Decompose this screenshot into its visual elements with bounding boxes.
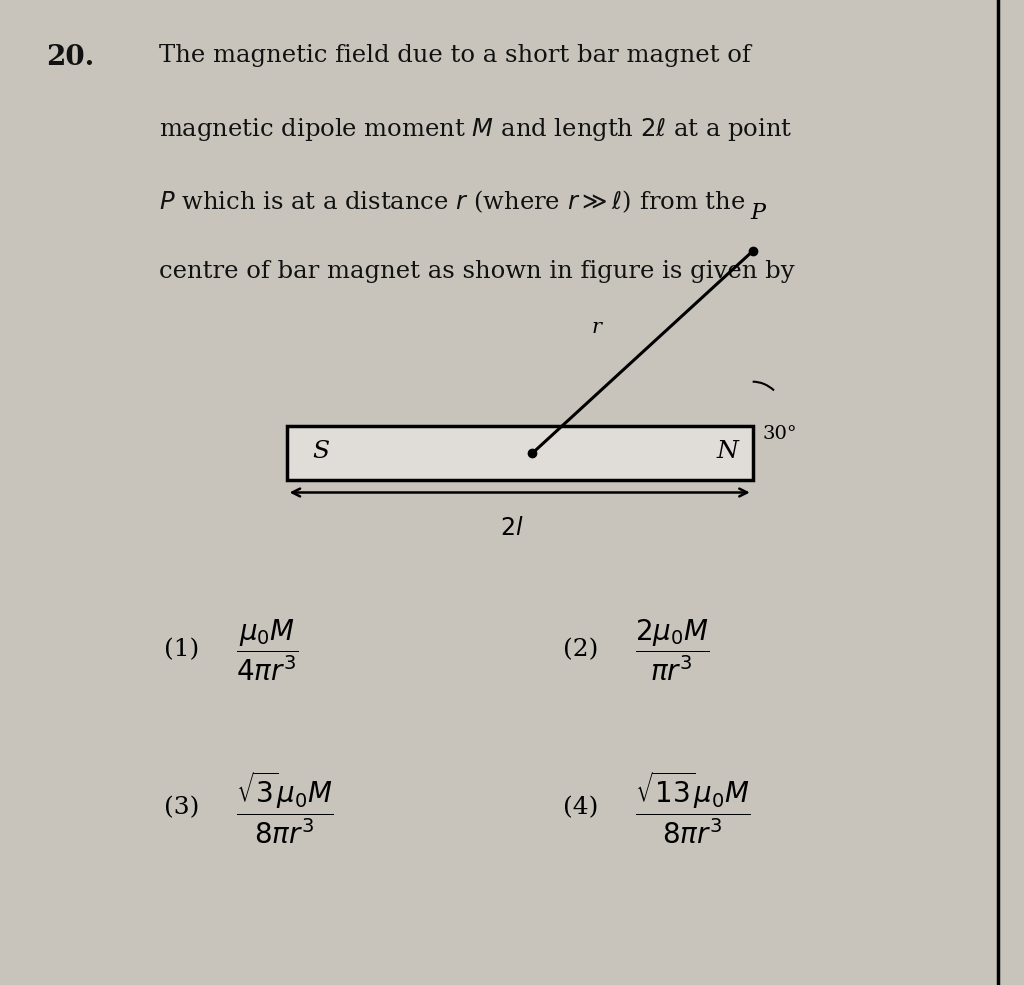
Text: $\dfrac{\mu_0 M}{4\pi r^3}$: $\dfrac{\mu_0 M}{4\pi r^3}$ — [236, 618, 298, 683]
Text: S: S — [312, 439, 330, 463]
Text: P: P — [751, 202, 765, 224]
Text: The magnetic field due to a short bar magnet of: The magnetic field due to a short bar ma… — [159, 44, 751, 67]
Text: $2l$: $2l$ — [501, 517, 523, 540]
Text: $\dfrac{2\mu_0 M}{\pi r^3}$: $\dfrac{2\mu_0 M}{\pi r^3}$ — [635, 618, 710, 683]
Text: 30°: 30° — [763, 426, 798, 443]
Text: $\dfrac{\sqrt{13}\mu_0 M}{8\pi r^3}$: $\dfrac{\sqrt{13}\mu_0 M}{8\pi r^3}$ — [635, 769, 751, 846]
Text: N: N — [717, 439, 738, 463]
Text: (3): (3) — [164, 796, 200, 820]
Bar — [287, 426, 753, 480]
Text: r: r — [592, 318, 601, 337]
Text: magnetic dipole moment $M$ and length $2\ell$ at a point: magnetic dipole moment $M$ and length $2… — [159, 116, 793, 143]
Text: (1): (1) — [164, 638, 199, 662]
Text: (2): (2) — [563, 638, 599, 662]
Text: centre of bar magnet as shown in figure is given by: centre of bar magnet as shown in figure … — [159, 260, 795, 283]
Text: 20.: 20. — [46, 44, 94, 71]
Text: (4): (4) — [563, 796, 599, 820]
Text: $\dfrac{\sqrt{3}\mu_0 M}{8\pi r^3}$: $\dfrac{\sqrt{3}\mu_0 M}{8\pi r^3}$ — [236, 769, 333, 846]
Text: $P$ which is at a distance $r$ (where $r \gg \ell$) from the: $P$ which is at a distance $r$ (where $r… — [159, 188, 745, 215]
